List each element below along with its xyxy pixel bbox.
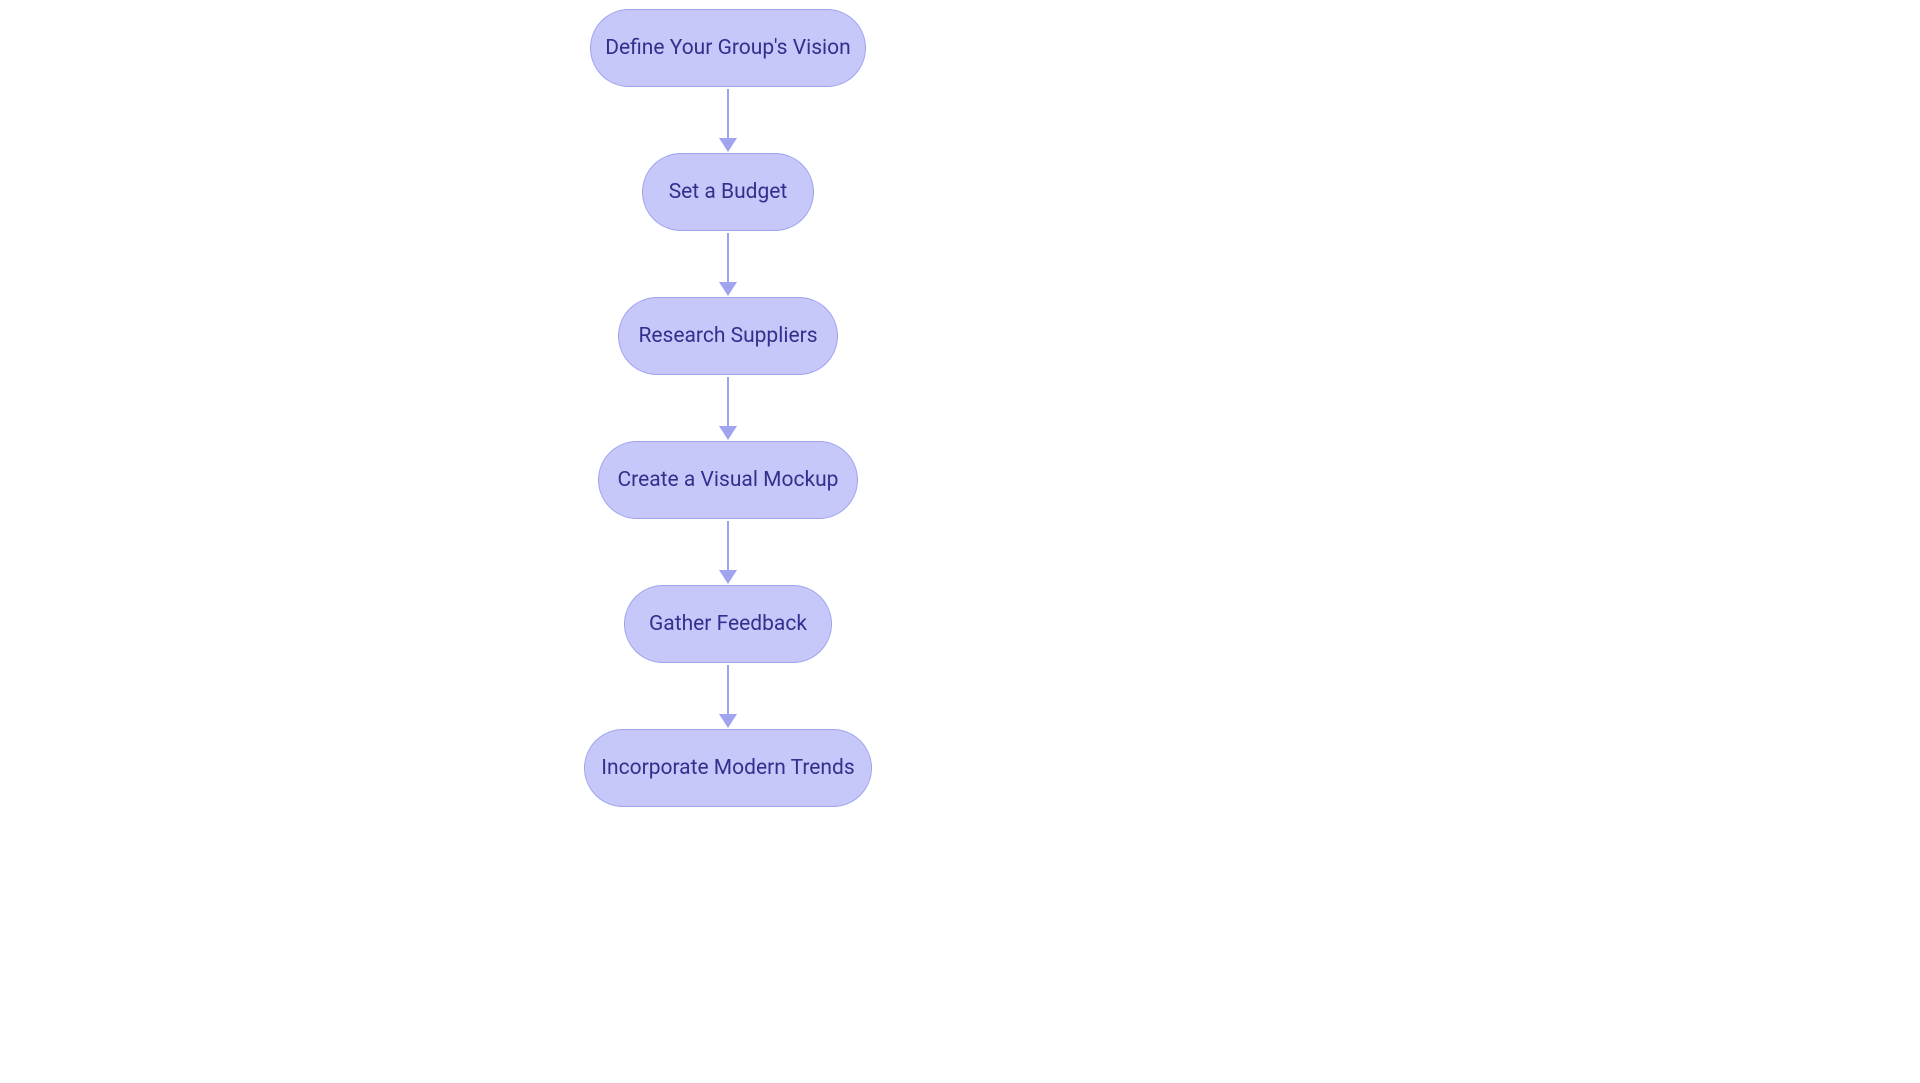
flowchart-node-n6: Incorporate Modern Trends bbox=[584, 729, 872, 807]
flowchart-node-n4: Create a Visual Mockup bbox=[598, 441, 858, 519]
flowchart-edge-line bbox=[727, 89, 729, 138]
flowchart-node-label: Gather Feedback bbox=[649, 612, 807, 636]
flowchart-node-n2: Set a Budget bbox=[642, 153, 814, 231]
flowchart-container: Define Your Group's Vision Set a Budget Re… bbox=[0, 0, 1920, 1083]
flowchart-node-label: Incorporate Modern Trends bbox=[601, 756, 854, 780]
flowchart-node-n1: Define Your Group's Vision bbox=[590, 9, 866, 87]
flowchart-edge-line bbox=[727, 233, 729, 282]
flowchart-node-label: Create a Visual Mockup bbox=[618, 468, 839, 492]
flowchart-edge-line bbox=[727, 521, 729, 570]
flowchart-edge-line bbox=[727, 665, 729, 714]
flowchart-edge-line bbox=[727, 377, 729, 426]
flowchart-edge-arrowhead bbox=[719, 426, 737, 440]
flowchart-node-n3: Research Suppliers bbox=[618, 297, 838, 375]
flowchart-edge-arrowhead bbox=[719, 138, 737, 152]
flowchart-node-label: Define Your Group's Vision bbox=[605, 36, 850, 60]
flowchart-node-label: Set a Budget bbox=[669, 180, 788, 204]
flowchart-node-label: Research Suppliers bbox=[638, 324, 817, 348]
flowchart-edge-arrowhead bbox=[719, 282, 737, 296]
flowchart-edge-arrowhead bbox=[719, 714, 737, 728]
flowchart-node-n5: Gather Feedback bbox=[624, 585, 832, 663]
flowchart-edge-arrowhead bbox=[719, 570, 737, 584]
